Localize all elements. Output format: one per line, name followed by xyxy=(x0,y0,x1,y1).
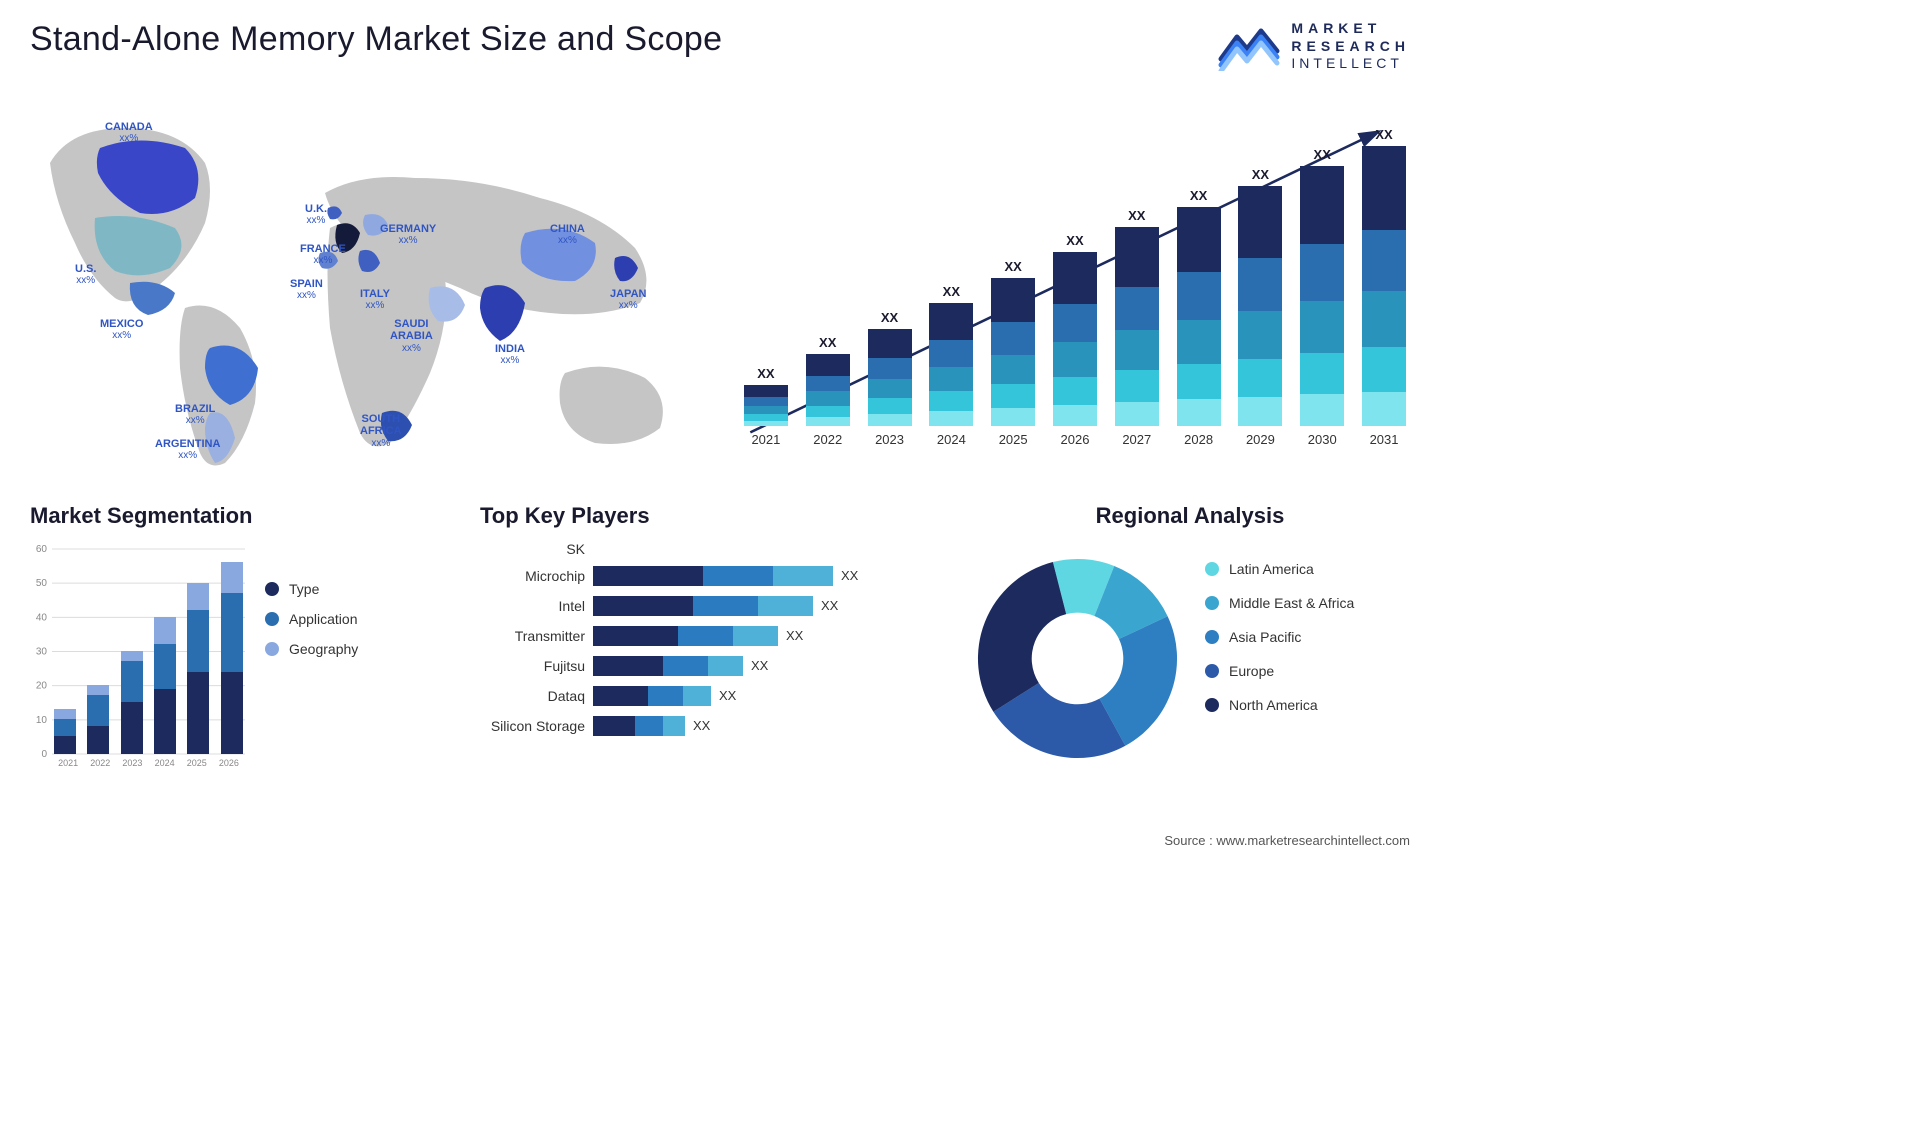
map-label-spain: SPAINxx% xyxy=(290,278,323,303)
seg-bar-2022 xyxy=(85,685,111,753)
regional-donut-chart xyxy=(970,551,1185,766)
regional-legend-europe: Europe xyxy=(1205,663,1410,679)
growth-bar-chart: XX2021XX2022XX2023XX2024XX2025XX2026XX20… xyxy=(740,93,1410,473)
players-title: Top Key Players xyxy=(480,503,940,529)
growth-bar-2028: XX2028 xyxy=(1173,188,1225,447)
segmentation-title: Market Segmentation xyxy=(30,503,450,529)
growth-bar-2024: XX2024 xyxy=(925,284,977,446)
player-label-intel: Intel xyxy=(480,591,585,621)
donut-slice-north-america xyxy=(978,562,1066,712)
svg-text:10: 10 xyxy=(36,714,48,725)
logo-line-3: INTELLECT xyxy=(1291,55,1410,73)
seg-bar-2025 xyxy=(185,583,211,754)
logo-line-1: MARKET xyxy=(1291,20,1410,38)
map-label-france: FRANCExx% xyxy=(300,243,346,268)
svg-text:30: 30 xyxy=(36,646,48,657)
map-label-u-k-: U.K.xx% xyxy=(305,203,327,228)
logo-mark-icon xyxy=(1217,21,1281,71)
growth-bar-2029: XX2029 xyxy=(1235,167,1287,446)
svg-text:20: 20 xyxy=(36,680,48,691)
svg-text:60: 60 xyxy=(36,544,48,555)
regional-legend: Latin America Middle East & Africa Asia Pa… xyxy=(1205,541,1410,731)
logo-line-2: RESEARCH xyxy=(1291,38,1410,56)
player-bar-dataq: XX xyxy=(593,681,940,711)
player-label-transmitter: Transmitter xyxy=(480,621,585,651)
source-attribution: Source : www.marketresearchintellect.com xyxy=(1164,833,1410,848)
player-bar-microchip: XX xyxy=(593,561,940,591)
map-label-brazil: BRAZILxx% xyxy=(175,403,215,428)
player-bar-silicon-storage: XX xyxy=(593,711,940,741)
growth-bar-2022: XX2022 xyxy=(802,335,854,446)
regional-legend-latin-america: Latin America xyxy=(1205,561,1410,577)
svg-text:40: 40 xyxy=(36,612,48,623)
seg-bar-2026 xyxy=(219,562,245,753)
svg-text:50: 50 xyxy=(36,578,48,589)
players-chart: MicrochipIntelTransmitterFujitsuDataqSil… xyxy=(480,561,940,741)
map-label-south-africa: SOUTHAFRICAxx% xyxy=(360,413,402,451)
map-label-u-s-: U.S.xx% xyxy=(75,263,96,288)
growth-bar-2026: XX2026 xyxy=(1049,233,1101,446)
segmentation-legend: Type Application Geography xyxy=(265,541,425,776)
page-title: Stand-Alone Memory Market Size and Scope xyxy=(30,20,722,59)
map-label-india: INDIAxx% xyxy=(495,343,525,368)
map-label-canada: CANADAxx% xyxy=(105,121,153,146)
seg-legend-type: Type xyxy=(265,581,425,597)
map-label-china: CHINAxx% xyxy=(550,223,585,248)
growth-bar-2030: XX2030 xyxy=(1296,147,1348,447)
world-map: CANADAxx% U.S.xx% MEXICOxx% BRAZILxx% ARGENT… xyxy=(30,93,710,473)
map-label-germany: GERMANYxx% xyxy=(380,223,436,248)
players-top-label: SK xyxy=(480,541,585,561)
player-bar-transmitter: XX xyxy=(593,621,940,651)
growth-bar-2027: XX2027 xyxy=(1111,208,1163,447)
player-label-microchip: Microchip xyxy=(480,561,585,591)
map-label-saudi-arabia: SAUDIARABIAxx% xyxy=(390,318,433,356)
growth-bar-2023: XX2023 xyxy=(864,310,916,447)
player-label-dataq: Dataq xyxy=(480,681,585,711)
growth-bar-2025: XX2025 xyxy=(987,259,1039,447)
segmentation-chart: 0102030405060 202120222023202420252026 xyxy=(30,541,245,776)
player-label-silicon-storage: Silicon Storage xyxy=(480,711,585,741)
svg-text:0: 0 xyxy=(41,749,47,760)
seg-legend-geography: Geography xyxy=(265,641,425,657)
seg-bar-2024 xyxy=(152,617,178,754)
brand-logo: MARKET RESEARCH INTELLECT xyxy=(1217,20,1410,73)
regional-legend-asia-pacific: Asia Pacific xyxy=(1205,629,1410,645)
regional-legend-middle-east-africa: Middle East & Africa xyxy=(1205,595,1410,611)
player-bar-fujitsu: XX xyxy=(593,651,940,681)
player-bar-intel: XX xyxy=(593,591,940,621)
growth-bar-2021: XX2021 xyxy=(740,366,792,447)
seg-bar-2021 xyxy=(52,709,78,753)
regional-legend-north-america: North America xyxy=(1205,697,1410,713)
map-label-mexico: MEXICOxx% xyxy=(100,318,143,343)
seg-legend-application: Application xyxy=(265,611,425,627)
seg-bar-2023 xyxy=(119,651,145,754)
map-label-argentina: ARGENTINAxx% xyxy=(155,438,220,463)
map-label-japan: JAPANxx% xyxy=(610,288,646,313)
player-label-fujitsu: Fujitsu xyxy=(480,651,585,681)
growth-bar-2031: XX2031 xyxy=(1358,127,1410,447)
regional-title: Regional Analysis xyxy=(970,503,1410,529)
map-label-italy: ITALYxx% xyxy=(360,288,390,313)
